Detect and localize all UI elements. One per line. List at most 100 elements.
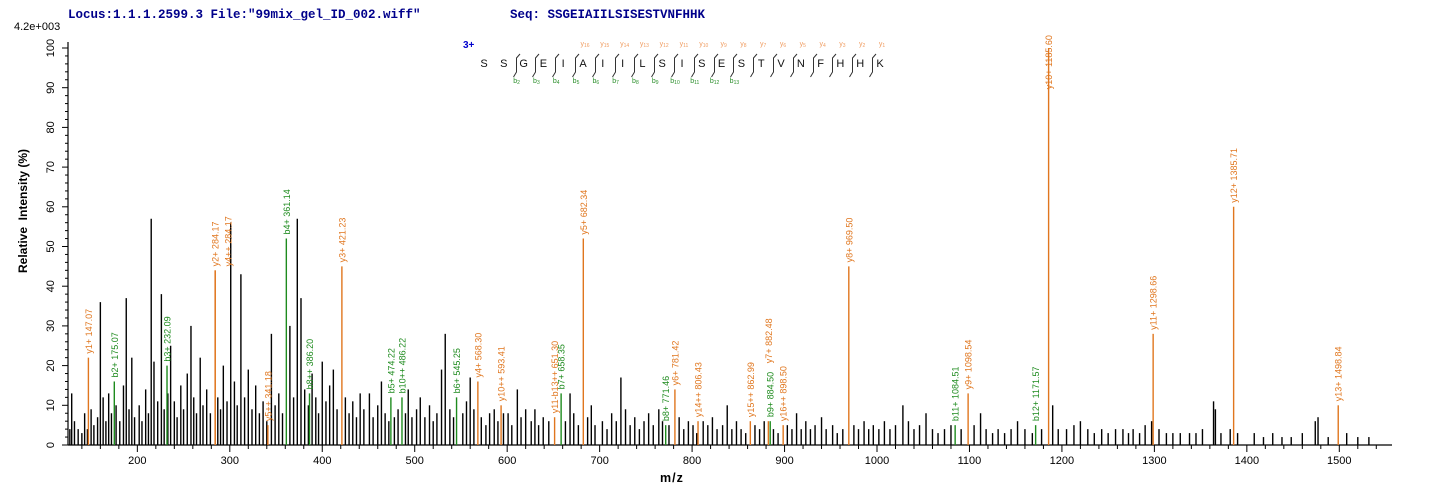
- cleavage-mark: [690, 53, 699, 78]
- y-tick-label: 0: [45, 442, 57, 448]
- peak-annotation-label: y4++ 284.17: [224, 216, 234, 266]
- residue-letter: H: [856, 58, 865, 70]
- cleavage-mark: [651, 53, 659, 78]
- peak-annotation-label: y11-b13++ 651.30: [550, 341, 560, 413]
- x-tick-label: 800: [683, 455, 701, 467]
- cleavage-mark: [770, 53, 778, 78]
- residue-letter: I: [621, 58, 625, 70]
- x-tick-label: 1200: [1050, 455, 1074, 467]
- residue-letter: E: [539, 58, 548, 70]
- peak-annotation-label: y13+ 1498.84: [1334, 346, 1344, 401]
- b-ion-label: b11: [690, 78, 700, 86]
- y-ion-label: y11: [679, 41, 689, 49]
- x-tick-label: 1400: [1235, 455, 1259, 467]
- b-ion-label: b9: [651, 78, 659, 86]
- residue-letter: T: [757, 58, 765, 70]
- peak-annotation-label: y16++ 898.50: [779, 366, 789, 421]
- b-ion-label: b10: [670, 78, 680, 86]
- residue-letter: S: [658, 58, 666, 70]
- b-ion-label: b12: [709, 78, 720, 86]
- max-intensity-label: 4.2e+003: [14, 21, 61, 33]
- peak-annotation-label: b7+ 658.35: [557, 344, 567, 389]
- cleavage-mark: [591, 53, 600, 78]
- peak-annotation-label: y2+ 284.17: [211, 222, 221, 267]
- b-ion-label: b13: [729, 78, 740, 86]
- cleavage-mark: [849, 53, 857, 78]
- cleavage-mark: [710, 53, 718, 78]
- y-ion-label: y4: [819, 41, 826, 49]
- residue-letter: I: [601, 58, 605, 70]
- residue-letter: S: [737, 58, 746, 70]
- y-tick-label: 100: [45, 39, 57, 57]
- residue-letter: S: [698, 58, 706, 70]
- cleavage-mark: [869, 53, 877, 78]
- residue-letter: I: [561, 58, 565, 70]
- peak-annotation-label: y5++ 341.18: [263, 371, 273, 421]
- y-tick-label: 60: [45, 201, 57, 213]
- cleavage-mark: [532, 53, 540, 78]
- peak-annotation-label: b8+ 771.46: [661, 376, 671, 421]
- residue-letter: A: [579, 58, 587, 70]
- y-tick-label: 20: [45, 359, 57, 371]
- y-tick-label: 40: [45, 280, 57, 292]
- residue-letter: L: [639, 58, 646, 70]
- cleavage-mark: [671, 53, 679, 78]
- peak-annotation-label: y10++ 593.41: [497, 346, 507, 401]
- peak-annotation-label: b5+ 474.22: [386, 348, 396, 393]
- cleavage-mark: [730, 53, 738, 78]
- x-tick-label: 900: [775, 455, 793, 467]
- residue-letter: S: [480, 58, 488, 70]
- b-ion-label: b7: [612, 78, 619, 86]
- y-ion-label: y15: [600, 41, 610, 49]
- peak-annotation-label: y6+ 781.42: [670, 341, 680, 386]
- cleavage-mark: [512, 53, 520, 78]
- x-tick-label: 1300: [1142, 455, 1166, 467]
- cleavage-mark: [809, 53, 817, 78]
- residue-letter: S: [500, 58, 508, 70]
- b-ion-label: b6: [592, 78, 600, 86]
- y-tick-label: 80: [45, 121, 57, 133]
- b-ion-label: b5: [572, 78, 580, 86]
- y-ion-label: y9: [720, 41, 727, 49]
- peak-annotation-label: y15++ 862.99: [746, 362, 756, 417]
- y-tick-label: 90: [45, 82, 57, 94]
- x-tick-label: 600: [498, 455, 516, 467]
- peak-annotation-label: y14++ 806.43: [694, 362, 704, 417]
- x-tick-label: 300: [221, 455, 239, 467]
- peak-annotation-label: y3+ 421.23: [337, 218, 347, 263]
- cleavage-mark: [611, 53, 619, 78]
- peak-annotation-label: y10+ 1185.60: [1044, 35, 1054, 89]
- y-ion-label: y2: [859, 41, 866, 49]
- peak-annotation-label: b10++ 486.22: [397, 338, 407, 394]
- peak-annotation-label: b3+ 232.09: [163, 316, 173, 361]
- header-sequence: Seq: SSGEIAIILSISESTVNFHHK: [510, 8, 706, 22]
- x-tick-label: 1100: [958, 455, 982, 467]
- residue-letter: N: [796, 58, 805, 70]
- y-ion-label: y16: [580, 41, 590, 49]
- y-tick-label: 70: [45, 161, 57, 173]
- peak-annotation-label: y5+ 682.34: [579, 190, 589, 235]
- cleavage-mark: [552, 53, 560, 78]
- y-ion-label: y6: [779, 41, 787, 49]
- x-tick-label: 500: [406, 455, 424, 467]
- header-locus-file: Locus:1.1.1.2599.3 File:"99mix_gel_ID_00…: [68, 8, 421, 22]
- residue-letter: K: [876, 58, 884, 70]
- peak-annotation-label: b11+ 1084.51: [951, 367, 961, 422]
- x-tick-label: 700: [590, 455, 608, 467]
- b-ion-label: b2: [513, 78, 520, 86]
- peak-annotation-label: y8+ 969.50: [844, 218, 854, 263]
- peak-annotation-label: y4+ 568.30: [473, 333, 483, 378]
- cleavage-mark: [829, 53, 837, 78]
- peak-annotation-label: b9+ 884.50: [766, 372, 776, 417]
- y-ion-label: y10: [699, 41, 709, 49]
- cleavage-mark: [631, 53, 639, 78]
- residue-letter: F: [817, 58, 824, 70]
- peak-annotation-label: b6+ 545.25: [452, 348, 462, 393]
- peak-annotation-label: b8++ 386.20: [305, 339, 315, 390]
- peak-annotation-label: y1+ 147.07: [84, 309, 94, 354]
- peak-annotation-label: b2+ 175.07: [110, 332, 120, 377]
- x-tick-label: 200: [128, 455, 146, 467]
